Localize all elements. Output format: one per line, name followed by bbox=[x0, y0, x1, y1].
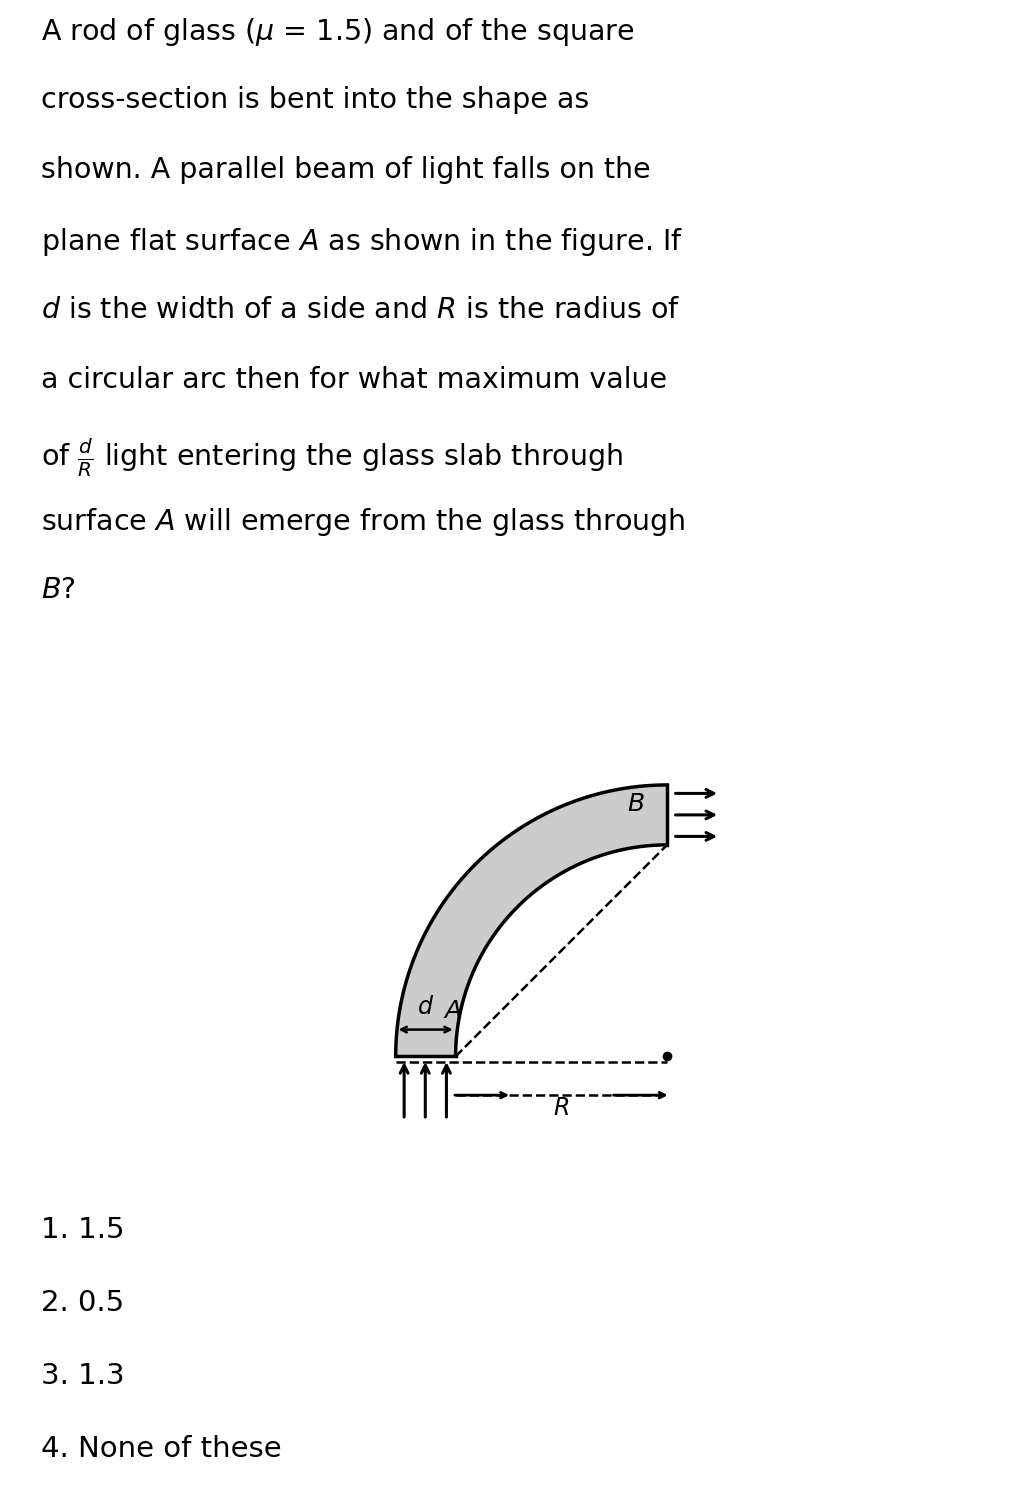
Text: 1. 1.5: 1. 1.5 bbox=[41, 1215, 125, 1244]
Text: 2. 0.5: 2. 0.5 bbox=[41, 1289, 124, 1316]
Text: cross-section is bent into the shape as: cross-section is bent into the shape as bbox=[41, 86, 589, 115]
Text: surface $A$ will emerge from the glass through: surface $A$ will emerge from the glass t… bbox=[41, 507, 685, 538]
Text: plane flat surface $A$ as shown in the figure. If: plane flat surface $A$ as shown in the f… bbox=[41, 226, 683, 258]
Text: A rod of glass ($\mu$ = 1.5) and of the square: A rod of glass ($\mu$ = 1.5) and of the … bbox=[41, 17, 635, 48]
Text: $d$: $d$ bbox=[417, 995, 434, 1019]
Text: $R$: $R$ bbox=[553, 1096, 569, 1120]
Polygon shape bbox=[395, 786, 667, 1057]
Text: a circular arc then for what maximum value: a circular arc then for what maximum val… bbox=[41, 366, 667, 395]
Text: shown. A parallel beam of light falls on the: shown. A parallel beam of light falls on… bbox=[41, 157, 650, 184]
Text: 4. None of these: 4. None of these bbox=[41, 1436, 282, 1463]
Text: $d$ is the width of a side and $R$ is the radius of: $d$ is the width of a side and $R$ is th… bbox=[41, 297, 680, 324]
Text: $B$: $B$ bbox=[627, 792, 644, 816]
Text: $B$?: $B$? bbox=[41, 576, 76, 605]
Text: $A$: $A$ bbox=[442, 998, 462, 1022]
Text: 3. 1.3: 3. 1.3 bbox=[41, 1362, 125, 1390]
Text: of $\frac{d}{R}$ light entering the glass slab through: of $\frac{d}{R}$ light entering the glas… bbox=[41, 436, 623, 480]
